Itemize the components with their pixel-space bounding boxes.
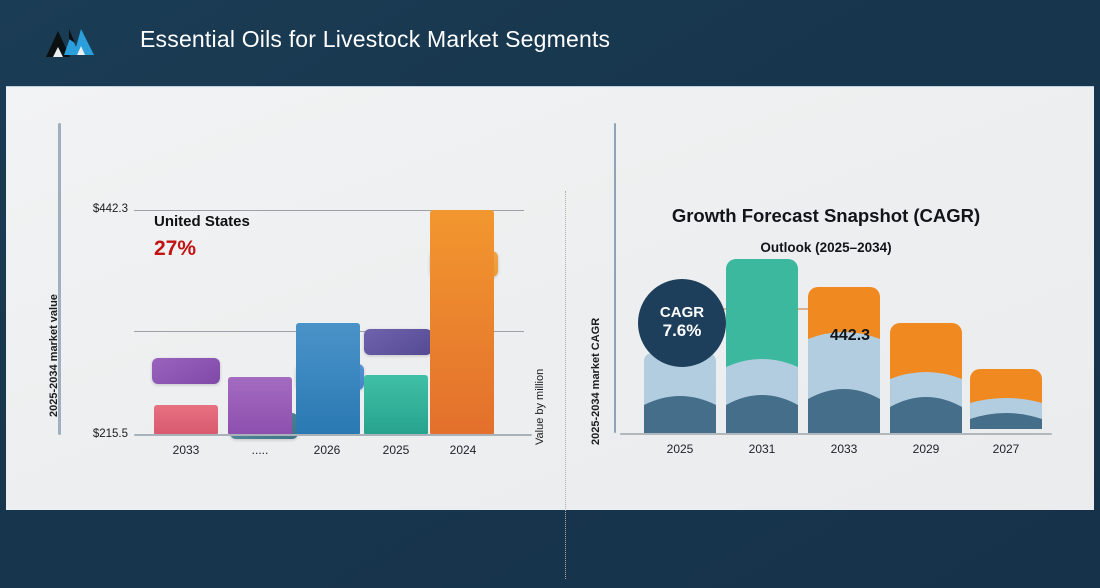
right-xtick-0: 2025 [666,442,694,456]
left-xtick-0: 2033 [172,443,200,457]
right-y-axis-label: 2025-2034 market CAGR [590,317,602,445]
right-y-axis-line [614,123,616,433]
left-xtick-4: 2024 [449,443,477,457]
stacked-bar-2033-body [808,287,880,433]
float-marker-2025 [364,329,432,355]
bar-dots [228,377,292,434]
bar-2033 [154,405,218,434]
right-xtick-1: 2031 [748,442,776,456]
left-xtick-1: ..... [251,443,269,457]
right-baseline [620,433,1052,435]
left-ytick-upper: $442.3 [92,203,128,215]
bar-2025-tall [364,375,428,434]
gridline-upper [134,210,524,211]
stacked-bar-2031 [726,259,798,433]
right-xtick-2: 2033 [830,442,858,456]
left-xtick-3: 2025 [382,443,410,457]
callout-country-label: United States [154,213,250,230]
right-chart-title: Growth Forecast Snapshot (CAGR) [671,205,981,226]
panel-divider [565,191,566,579]
left-chart-panel: 2025-2034 market value United States 27%… [6,87,558,511]
float-marker-2033 [152,358,220,384]
right-chart-subtitle: Outlook (2025–2034) [760,240,892,255]
left-xtick-2: 2026 [313,443,341,457]
stacked-bar-2029 [890,323,962,433]
stacked-bar-2027 [970,369,1042,429]
right-xtick-3: 2029 [912,442,940,456]
right-chart-panel: 2025-2034 market CAGR Growth Forecast Sn… [558,87,1094,511]
page-title: Essential Oils for Livestock Market Segm… [140,26,611,52]
bar-2026 [296,323,360,434]
left-y-axis-line [58,123,61,435]
ama-mountain-logo-icon [44,25,98,59]
page-footer: @ All Market Analysis Snapshot GlobalEss… [0,510,1100,588]
cagr-badge-label: CAGR [659,304,705,322]
highlight-value-label: 442.3 [830,327,871,344]
cagr-badge: CAGR 7.6% [638,279,726,367]
left-baseline [134,434,532,436]
bar-2025 [364,375,428,434]
left-y-axis-label: 2025-2034 market value [48,294,60,417]
chart-stage: 2025-2034 market value United States 27%… [6,86,1094,579]
cagr-badge-value: 7.6% [662,321,702,341]
right-xtick-4: 2027 [992,442,1020,456]
bar-2024 [430,210,494,434]
callout-percent-value: 27% [154,237,197,260]
left-value-unit-label: Value by million [534,368,546,445]
left-ytick-lower: $215.5 [92,428,128,440]
page-header: Essential Oils for Livestock Market Segm… [0,0,1100,82]
